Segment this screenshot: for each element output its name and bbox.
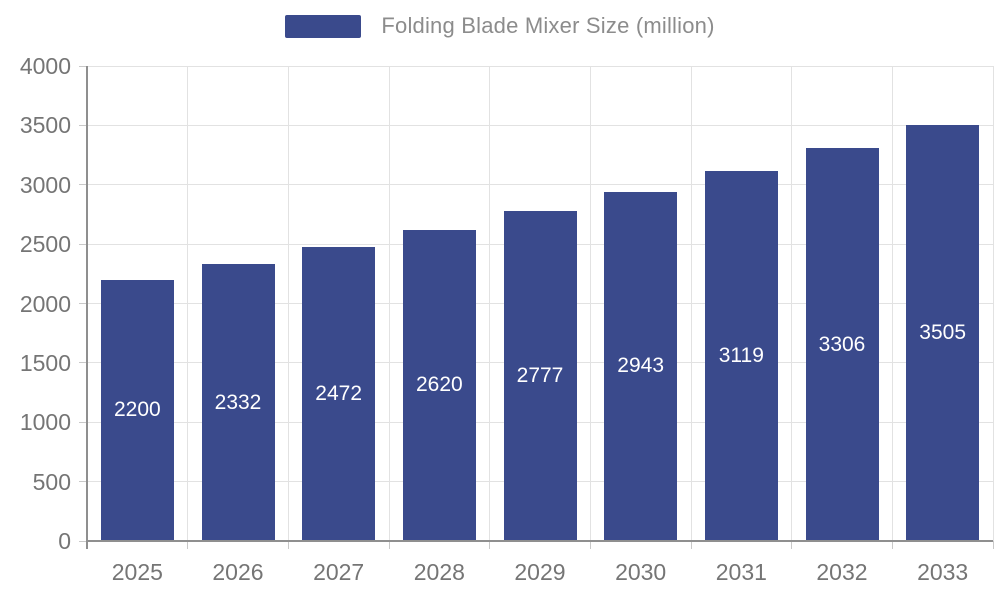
y-gridline xyxy=(87,65,993,67)
legend-swatch-icon xyxy=(285,14,362,38)
bar-2032[interactable]: 3306 xyxy=(805,148,879,541)
y-axis-tick-label: 0 xyxy=(58,528,71,554)
x-axis-tick xyxy=(489,541,491,549)
y-axis-tick-label: 3500 xyxy=(19,112,71,139)
y-axis-tick xyxy=(79,243,87,245)
y-axis-tick xyxy=(79,362,87,364)
x-axis-tick-label: 2033 xyxy=(917,559,969,585)
bar-2025[interactable]: 2200 xyxy=(100,279,174,541)
x-axis-tick xyxy=(992,541,994,549)
x-axis-tick xyxy=(589,541,591,549)
legend-item[interactable]: Folding Blade Mixer Size (million) xyxy=(0,13,1000,39)
bar-2027[interactable]: 2472 xyxy=(302,247,376,541)
x-axis-tick-label: 2029 xyxy=(514,559,566,585)
y-axis-line xyxy=(86,66,88,549)
x-gridline xyxy=(287,66,289,541)
bar-value-label: 2332 xyxy=(214,390,262,414)
x-axis-tick-label: 2030 xyxy=(615,559,667,585)
y-axis-tick-label: 2500 xyxy=(19,231,71,258)
x-gridline xyxy=(589,66,591,541)
x-axis-tick-label: 2026 xyxy=(212,559,264,585)
bar-2031[interactable]: 3119 xyxy=(704,170,778,541)
y-axis-tick xyxy=(79,124,87,126)
x-axis-tick-label: 2031 xyxy=(715,559,767,585)
y-axis-tick xyxy=(79,303,87,304)
x-gridline xyxy=(388,66,390,541)
bar-2030[interactable]: 2943 xyxy=(604,191,678,541)
x-axis-tick xyxy=(690,541,692,549)
y-axis-tick-label: 3000 xyxy=(19,171,71,198)
bar-value-label: 2472 xyxy=(315,382,363,406)
x-gridline xyxy=(187,66,189,541)
x-axis-tick-label: 2027 xyxy=(313,559,365,585)
y-axis-tick xyxy=(79,65,87,67)
bar-value-label: 2777 xyxy=(516,364,564,388)
bar-value-label: 3306 xyxy=(818,332,866,356)
legend-label: Folding Blade Mixer Size (million) xyxy=(381,13,715,38)
bar-2028[interactable]: 2620 xyxy=(402,229,476,541)
x-axis-tick xyxy=(791,541,793,549)
x-axis-tick-label: 2032 xyxy=(816,559,868,585)
y-axis-tick xyxy=(79,421,87,423)
x-axis-tick-label: 2028 xyxy=(413,559,465,585)
bar-2029[interactable]: 2777 xyxy=(503,211,577,541)
x-gridline xyxy=(791,66,793,541)
x-axis-tick xyxy=(287,541,289,549)
bar-value-label: 2943 xyxy=(617,354,665,378)
y-axis-tick-label: 500 xyxy=(32,468,71,495)
y-axis-tick-label: 1500 xyxy=(19,349,71,376)
x-axis-tick xyxy=(388,541,390,549)
x-gridline xyxy=(489,66,491,541)
y-axis-tick-label: 2000 xyxy=(19,290,71,317)
y-axis-tick xyxy=(79,481,87,483)
x-axis-line xyxy=(87,540,993,542)
y-axis-tick-label: 4000 xyxy=(19,53,71,79)
bar-value-label: 3119 xyxy=(718,343,764,367)
bar-2033[interactable]: 3505 xyxy=(906,124,980,541)
x-gridline xyxy=(992,66,994,541)
y-gridline xyxy=(87,184,993,186)
x-axis-tick-label: 2025 xyxy=(111,559,163,585)
y-gridline xyxy=(87,124,993,126)
plot-area: 2200 2332 2472 2620 2777 2943 3119 3306 3505 xyxy=(87,65,994,541)
y-axis-tick-label: 1000 xyxy=(19,409,71,436)
x-axis-tick xyxy=(891,541,893,549)
bar-value-label: 2620 xyxy=(415,373,463,397)
y-axis-tick xyxy=(79,540,87,542)
bar-value-label: 2200 xyxy=(113,398,161,422)
x-gridline xyxy=(690,66,692,541)
bar-2026[interactable]: 2332 xyxy=(201,264,275,541)
x-axis-tick xyxy=(187,541,189,549)
bar-value-label: 3505 xyxy=(919,320,967,344)
x-gridline xyxy=(891,66,893,541)
y-axis-tick xyxy=(79,184,87,186)
